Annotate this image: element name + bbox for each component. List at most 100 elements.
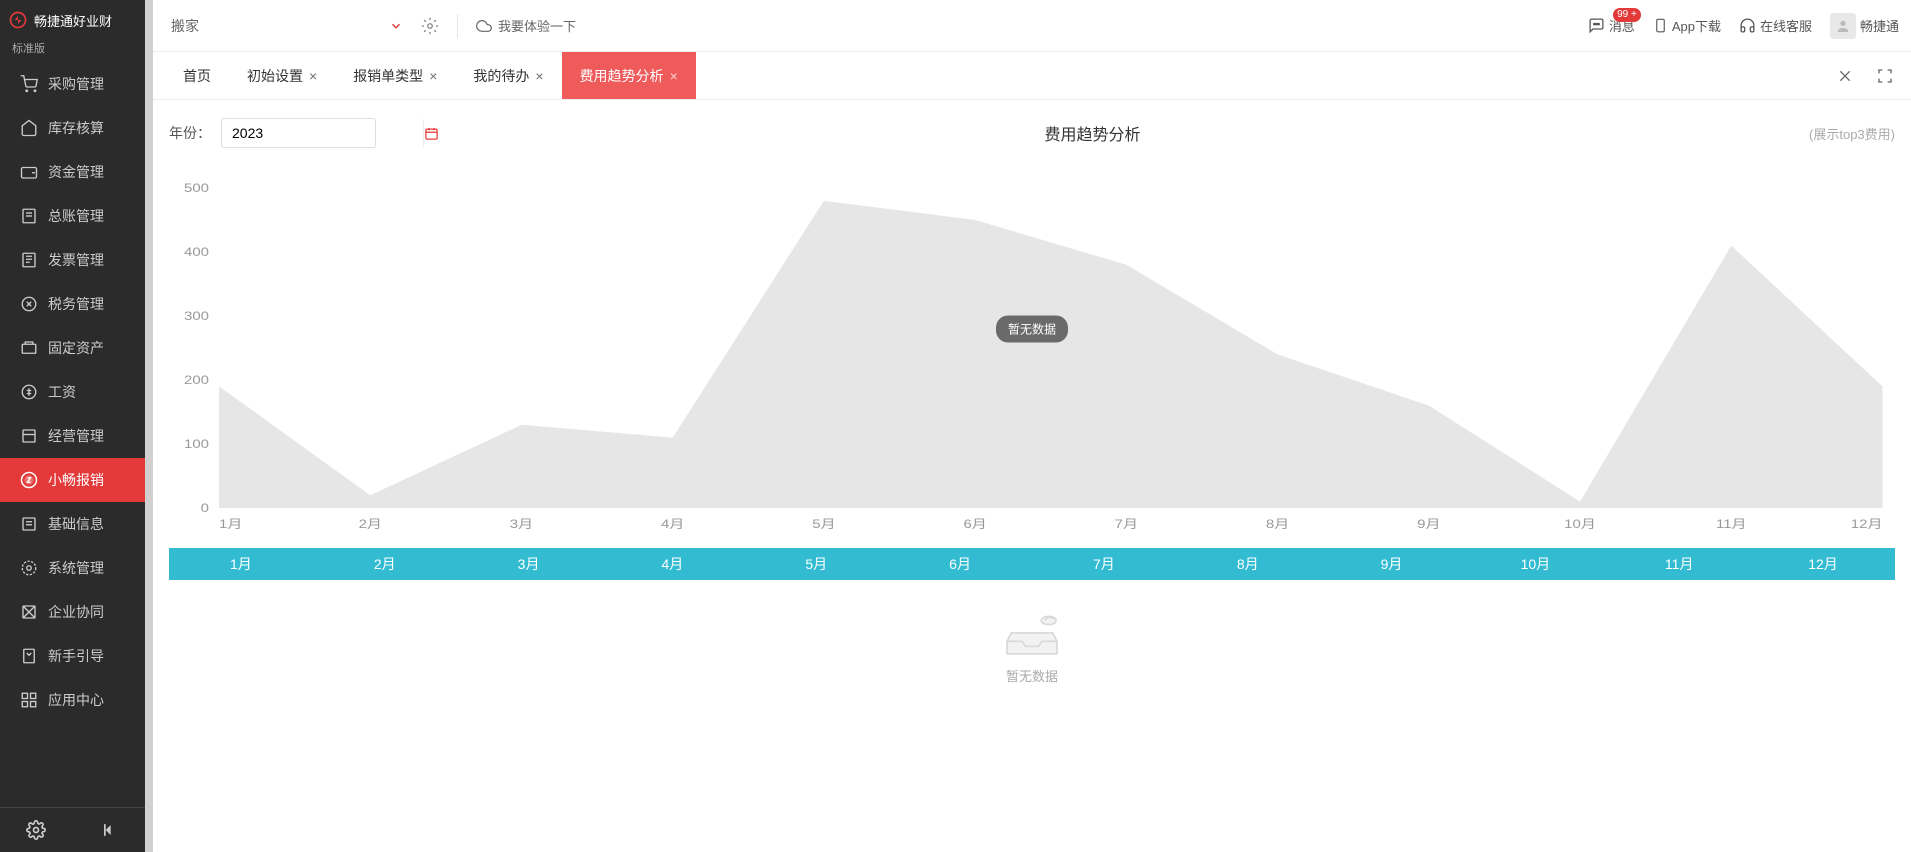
sidebar-item-label: 采购管理 xyxy=(48,74,104,94)
sidebar: 畅捷通好业财 标准版 采购管理库存核算资金管理总账管理发票管理税务管理固定资产工… xyxy=(0,0,145,852)
sidebar-item-label: 库存核算 xyxy=(48,118,104,138)
asset-icon xyxy=(20,339,38,357)
user-name: 畅捷通 xyxy=(1860,16,1899,35)
customer-service-label: 在线客服 xyxy=(1760,16,1812,35)
svg-text:400: 400 xyxy=(184,245,210,258)
month-cell[interactable]: 6月 xyxy=(888,554,1032,574)
month-cell[interactable]: 2月 xyxy=(313,554,457,574)
sidebar-footer xyxy=(0,807,145,852)
month-cell[interactable]: 11月 xyxy=(1607,554,1751,574)
try-experience-link[interactable]: 我要体验一下 xyxy=(476,16,576,35)
sidebar-item-info[interactable]: 基础信息 xyxy=(0,502,145,546)
sidebar-scrollbar[interactable] xyxy=(145,0,153,852)
home-icon xyxy=(20,119,38,137)
chart-wrap: 01002003004005001月2月3月4月5月6月7月8月9月10月11月… xyxy=(169,178,1895,538)
sidebar-item-label: 固定资产 xyxy=(48,338,104,358)
user-menu[interactable]: 畅捷通 xyxy=(1830,13,1899,39)
month-cell[interactable]: 7月 xyxy=(1032,554,1176,574)
close-icon[interactable]: × xyxy=(670,68,678,84)
fullscreen-button[interactable] xyxy=(1871,62,1899,90)
month-slider[interactable]: 1月2月3月4月5月6月7月8月9月10月11月12月 xyxy=(169,548,1895,580)
empty-state: 暂无数据 xyxy=(169,608,1895,685)
svg-text:200: 200 xyxy=(184,373,210,386)
guide-icon xyxy=(20,647,38,665)
sidebar-item-invoice[interactable]: 发票管理 xyxy=(0,238,145,282)
filter-row: 年份： 费用趋势分析 (展示top3费用) xyxy=(169,118,1895,148)
system-icon xyxy=(20,559,38,577)
tab-0[interactable]: 首页 xyxy=(165,52,229,99)
app-download-label: App下载 xyxy=(1672,16,1721,35)
svg-text:9月: 9月 xyxy=(1417,517,1440,530)
messages-link[interactable]: 消息 99 + xyxy=(1588,16,1635,35)
sidebar-item-salary[interactable]: 工资 xyxy=(0,370,145,414)
sidebar-item-label: 系统管理 xyxy=(48,558,104,578)
sidebar-item-label: 小畅报销 xyxy=(48,470,104,490)
sidebar-item-collab[interactable]: 企业协同 xyxy=(0,590,145,634)
svg-text:2月: 2月 xyxy=(359,517,382,530)
chart-tooltip: 暂无数据 xyxy=(996,316,1068,343)
svg-text:12月: 12月 xyxy=(1851,517,1883,530)
salary-icon xyxy=(20,383,38,401)
sidebar-item-system[interactable]: 系统管理 xyxy=(0,546,145,590)
trend-chart[interactable]: 01002003004005001月2月3月4月5月6月7月8月9月10月11月… xyxy=(169,178,1895,538)
month-cell[interactable]: 10月 xyxy=(1463,554,1607,574)
app-download-link[interactable]: App下载 xyxy=(1653,16,1721,35)
sidebar-item-apps[interactable]: 应用中心 xyxy=(0,678,145,722)
sidebar-item-ledger[interactable]: 总账管理 xyxy=(0,194,145,238)
sidebar-menu: 采购管理库存核算资金管理总账管理发票管理税务管理固定资产工资经营管理小畅报销基础… xyxy=(0,62,145,807)
svg-text:11月: 11月 xyxy=(1716,517,1747,530)
month-cell[interactable]: 9月 xyxy=(1320,554,1464,574)
content-area: 年份： 费用趋势分析 (展示top3费用) 01002003004005001月… xyxy=(153,100,1911,852)
main-area: 搬家 我要体验一下 消息 99 + App下载 xyxy=(153,0,1911,852)
settings-icon[interactable] xyxy=(26,820,46,840)
year-input-wrap xyxy=(221,118,376,148)
topbar-divider xyxy=(457,14,458,38)
tab-1[interactable]: 初始设置 × xyxy=(229,52,335,99)
svg-text:7月: 7月 xyxy=(1115,517,1138,530)
sidebar-item-biz[interactable]: 经营管理 xyxy=(0,414,145,458)
sidebar-item-tax[interactable]: 税务管理 xyxy=(0,282,145,326)
month-cell[interactable]: 8月 xyxy=(1176,554,1320,574)
tabs-bar: 首页初始设置×报销单类型×我的待办×费用趋势分析× xyxy=(153,52,1911,100)
sidebar-item-label: 经营管理 xyxy=(48,426,104,446)
close-tab-button[interactable] xyxy=(1831,62,1859,90)
sidebar-item-cart[interactable]: 采购管理 xyxy=(0,62,145,106)
tab-label: 报销单类型 xyxy=(353,66,423,86)
sidebar-item-label: 总账管理 xyxy=(48,206,104,226)
tab-label: 费用趋势分析 xyxy=(580,66,664,86)
breadcrumb[interactable]: 搬家 xyxy=(171,16,199,36)
tab-label: 初始设置 xyxy=(247,66,303,86)
sidebar-item-label: 发票管理 xyxy=(48,250,104,270)
sidebar-item-label: 基础信息 xyxy=(48,514,104,534)
sidebar-item-expense[interactable]: 小畅报销 xyxy=(0,458,145,502)
customer-service-link[interactable]: 在线客服 xyxy=(1739,16,1812,35)
svg-text:6月: 6月 xyxy=(963,517,986,530)
month-cell[interactable]: 1月 xyxy=(169,554,313,574)
sidebar-item-home[interactable]: 库存核算 xyxy=(0,106,145,150)
month-cell[interactable]: 12月 xyxy=(1751,554,1895,574)
sidebar-item-asset[interactable]: 固定资产 xyxy=(0,326,145,370)
svg-text:8月: 8月 xyxy=(1266,517,1289,530)
sidebar-item-label: 税务管理 xyxy=(48,294,104,314)
close-icon[interactable]: × xyxy=(429,68,437,84)
sidebar-item-guide[interactable]: 新手引导 xyxy=(0,634,145,678)
month-cell[interactable]: 4月 xyxy=(600,554,744,574)
sidebar-item-label: 新手引导 xyxy=(48,646,104,666)
close-icon[interactable]: × xyxy=(309,68,317,84)
sidebar-item-wallet[interactable]: 资金管理 xyxy=(0,150,145,194)
empty-text: 暂无数据 xyxy=(169,666,1895,685)
month-cell[interactable]: 5月 xyxy=(744,554,888,574)
month-cell[interactable]: 3月 xyxy=(457,554,601,574)
wallet-icon xyxy=(20,163,38,181)
svg-text:0: 0 xyxy=(201,501,210,514)
tab-4[interactable]: 费用趋势分析 × xyxy=(562,52,696,99)
collapse-icon[interactable] xyxy=(99,820,119,840)
tab-3[interactable]: 我的待办× xyxy=(455,52,561,99)
chevron-down-icon[interactable] xyxy=(389,19,403,33)
gear-icon[interactable] xyxy=(421,17,439,35)
tab-2[interactable]: 报销单类型 × xyxy=(335,52,455,99)
invoice-icon xyxy=(20,251,38,269)
close-icon[interactable]: × xyxy=(535,68,543,84)
brand-name: 畅捷通好业财 xyxy=(34,11,112,30)
year-label: 年份： xyxy=(169,123,211,143)
